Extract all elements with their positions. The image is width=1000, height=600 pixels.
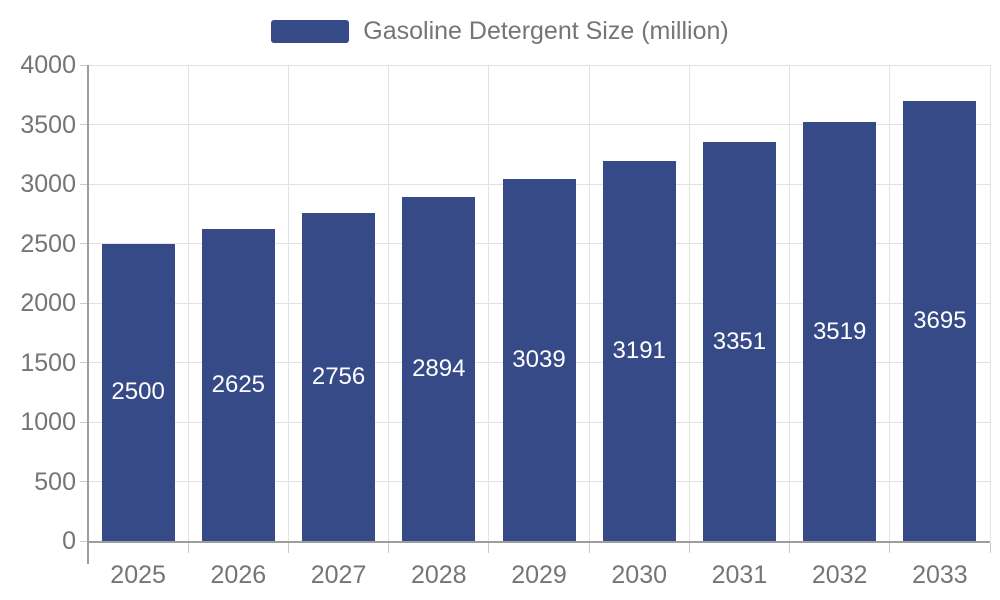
bar-2032[interactable] xyxy=(803,122,877,541)
x-axis-line xyxy=(87,541,990,543)
x-axis-tick xyxy=(287,543,289,553)
grid-line-vertical xyxy=(388,65,390,541)
grid-line-horizontal xyxy=(88,64,990,66)
y-axis-line xyxy=(87,65,89,564)
y-axis-label: 0 xyxy=(62,527,76,555)
bar-value-label: 3519 xyxy=(812,317,867,345)
x-axis-label: 2029 xyxy=(511,561,567,589)
x-axis-label: 2027 xyxy=(310,561,367,589)
x-axis-tick xyxy=(488,543,490,553)
grid-line-horizontal xyxy=(88,124,990,125)
bar-value-label: 3695 xyxy=(913,307,967,335)
y-axis-tick xyxy=(80,302,88,304)
y-axis-label: 3000 xyxy=(20,170,76,198)
bar-2026[interactable] xyxy=(201,228,275,541)
bar-value-label: 2625 xyxy=(211,370,266,398)
grid-line-vertical xyxy=(287,65,289,541)
x-axis-tick xyxy=(588,543,590,553)
grid-line-vertical xyxy=(889,65,891,541)
bar-value-label: 3191 xyxy=(612,337,666,365)
bar-2031[interactable] xyxy=(702,142,776,541)
bar-value-label: 2894 xyxy=(412,354,466,382)
bar-2033[interactable] xyxy=(903,101,977,541)
bar-2028[interactable] xyxy=(402,196,476,541)
grid-line-vertical xyxy=(488,65,490,541)
y-axis-tick xyxy=(80,243,88,244)
x-axis-tick xyxy=(187,543,189,553)
y-axis-label: 2500 xyxy=(20,229,76,258)
y-axis-tick xyxy=(80,64,88,66)
y-axis-label: 1000 xyxy=(20,408,76,436)
x-axis-label: 2026 xyxy=(210,561,267,589)
legend-label: Gasoline Detergent Size (million) xyxy=(363,17,729,45)
grid-line-vertical xyxy=(187,65,189,541)
y-axis-tick xyxy=(80,362,88,363)
grid-line-vertical xyxy=(989,65,991,541)
bar-value-label: 2500 xyxy=(111,378,165,406)
y-axis-tick xyxy=(80,183,88,185)
bar-2025[interactable] xyxy=(101,243,175,541)
bar-2030[interactable] xyxy=(602,161,676,541)
grid-line-vertical xyxy=(588,65,590,541)
y-axis-tick xyxy=(80,540,88,542)
x-axis-tick xyxy=(789,543,791,553)
x-axis-tick xyxy=(388,543,390,553)
legend-swatch xyxy=(271,19,350,43)
bar-value-label: 3351 xyxy=(712,327,767,355)
grid-line-vertical xyxy=(688,65,690,541)
y-axis-label: 2000 xyxy=(20,289,76,317)
x-axis-tick xyxy=(889,543,891,553)
y-axis-label: 3500 xyxy=(20,110,76,139)
x-axis-label: 2030 xyxy=(611,561,668,589)
x-axis-label: 2031 xyxy=(711,561,768,589)
x-axis-label: 2028 xyxy=(410,561,467,589)
y-axis-tick xyxy=(80,481,88,482)
y-axis-label: 4000 xyxy=(20,51,76,79)
x-axis-label: 2033 xyxy=(912,561,968,589)
y-axis-tick xyxy=(80,421,88,423)
bar-value-label: 2756 xyxy=(311,363,366,391)
x-axis-label: 2025 xyxy=(110,561,166,589)
legend-item[interactable]: Gasoline Detergent Size (million) xyxy=(0,17,1000,45)
grid-line-vertical xyxy=(789,65,791,541)
bar-value-label: 3039 xyxy=(512,346,566,374)
bar-2029[interactable] xyxy=(502,179,576,541)
x-axis-tick xyxy=(688,543,690,553)
x-axis-label: 2032 xyxy=(811,561,868,589)
y-axis-label: 1500 xyxy=(20,348,76,377)
y-axis-label: 500 xyxy=(34,467,76,496)
y-axis-tick xyxy=(80,124,88,125)
x-axis-tick xyxy=(989,543,991,553)
bar-2027[interactable] xyxy=(302,213,376,541)
